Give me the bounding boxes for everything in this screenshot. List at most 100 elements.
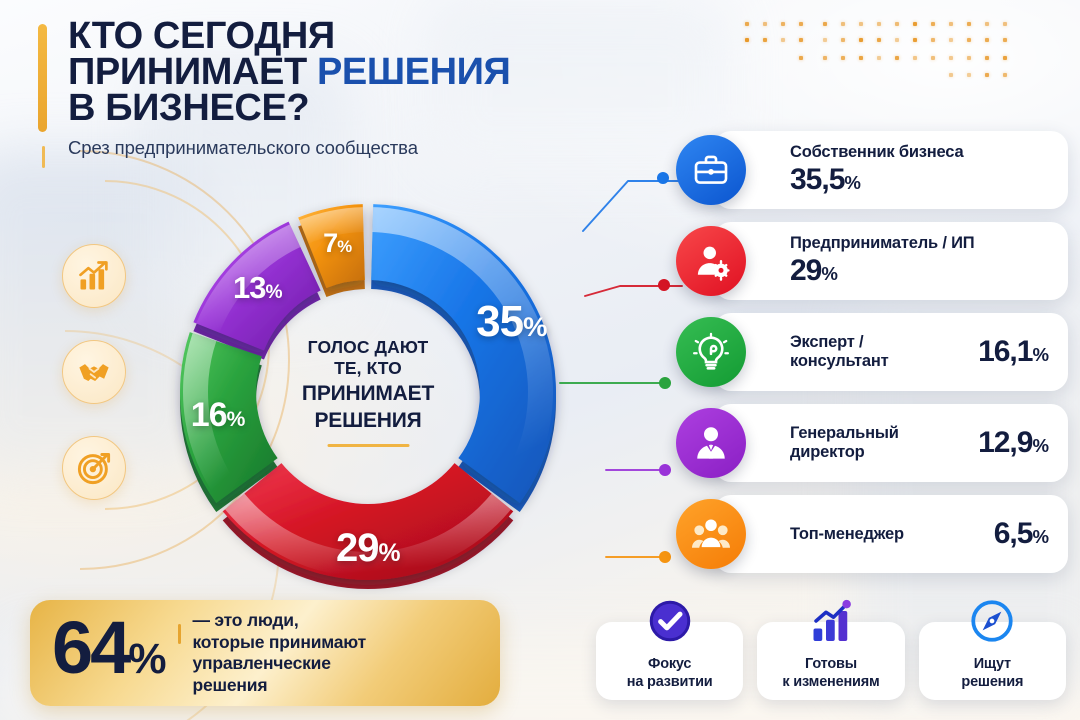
legend-percent-sign: % bbox=[1032, 435, 1048, 456]
legend-card[interactable]: Предприниматель / ИП 29% bbox=[714, 222, 1068, 300]
entrepreneur-icon bbox=[676, 226, 746, 296]
legend-row[interactable]: Предприниматель / ИП 29% bbox=[676, 222, 1068, 304]
feature-chip-line-2: на развитии bbox=[627, 674, 713, 690]
feature-chip-line-1: Фокус bbox=[648, 656, 691, 672]
feature-chip-line-1: Готовы bbox=[805, 656, 857, 672]
legend-percent-sign: % bbox=[844, 172, 860, 193]
donut-segment-label: 16% bbox=[191, 396, 245, 435]
donut-segment-percent-sign: % bbox=[379, 540, 401, 567]
donut-center-label: ГОЛОС ДАЮТ ТЕ, КТО ПРИНИМАЕТ РЕШЕНИЯ bbox=[261, 337, 476, 447]
briefcase-icon bbox=[676, 135, 746, 205]
legend-connector-line bbox=[585, 286, 682, 296]
title-line-2b: РЕШЕНИЯ bbox=[317, 51, 511, 93]
center-line-1: ГОЛОС ДАЮТ bbox=[261, 337, 476, 358]
legend-card-content: Эксперт / консультант 16,1% bbox=[790, 333, 1052, 371]
legend-percent-sign: % bbox=[1032, 344, 1048, 365]
center-line-2: ТЕ, КТО bbox=[261, 358, 476, 379]
legend-value-number: 35,5 bbox=[790, 163, 844, 196]
legend-value: 29% bbox=[790, 254, 837, 288]
header: КТО СЕГОДНЯ ПРИНИМАЕТ РЕШЕНИЯ В БИЗНЕСЕ?… bbox=[40, 18, 680, 159]
donut-segment-percent-sign: % bbox=[337, 237, 351, 256]
donut-chart: ГОЛОС ДАЮТ ТЕ, КТО ПРИНИМАЕТ РЕШЕНИЯ 35%… bbox=[158, 182, 578, 602]
center-rule bbox=[327, 444, 409, 447]
feature-chip-label: Ищут решения bbox=[961, 656, 1023, 691]
feature-chip-list: Фокус на развитии Готовы к изменениям Ищут ре… bbox=[596, 622, 1066, 700]
donut-segment-label: 35% bbox=[476, 297, 547, 347]
growth-chart-icon bbox=[62, 244, 126, 308]
legend-value-number: 12,9 bbox=[978, 426, 1032, 459]
callout-line-3: управленческие bbox=[192, 653, 366, 675]
legend-card-content: Собственник бизнеса 35,5% bbox=[790, 143, 1052, 197]
donut-segment-value: 13 bbox=[233, 270, 265, 305]
legend-value: 16,1% bbox=[978, 335, 1052, 369]
legend-value: 12,9% bbox=[978, 426, 1052, 460]
legend-value-number: 6,5 bbox=[994, 517, 1033, 550]
feature-chip-line-1: Ищут bbox=[974, 656, 1011, 672]
donut-segment-value: 35 bbox=[476, 297, 523, 346]
infographic-canvas: КТО СЕГОДНЯ ПРИНИМАЕТ РЕШЕНИЯ В БИЗНЕСЕ?… bbox=[0, 0, 1080, 720]
legend-row[interactable]: Генеральный директор 12,9% bbox=[676, 404, 1068, 486]
callout-value: 64% bbox=[52, 611, 164, 696]
legend-card-content: Генеральный директор 12,9% bbox=[790, 424, 1052, 462]
legend-value-number: 29 bbox=[790, 254, 821, 287]
subtitle-accent-bar bbox=[42, 146, 45, 168]
legend-connector-dot bbox=[659, 551, 671, 563]
target-icon bbox=[62, 436, 126, 500]
legend-card[interactable]: Топ-менеджер 6,5% bbox=[714, 495, 1068, 573]
callout-divider bbox=[178, 624, 181, 644]
legend-row[interactable]: Собственник бизнеса 35,5% bbox=[676, 131, 1068, 213]
legend-card[interactable]: Эксперт / консультант 16,1% bbox=[714, 313, 1068, 391]
page-title: КТО СЕГОДНЯ ПРИНИМАЕТ РЕШЕНИЯ В БИЗНЕСЕ? bbox=[68, 18, 680, 126]
check-badge-icon bbox=[644, 595, 696, 647]
legend-card-content: Предприниматель / ИП 29% bbox=[790, 234, 1052, 288]
title-line-3: В БИЗНЕСЕ? bbox=[68, 87, 309, 129]
lightbulb-icon bbox=[676, 317, 746, 387]
legend-connector-dot bbox=[659, 377, 671, 389]
feature-chip-line-2: решения bbox=[961, 674, 1023, 690]
feature-chip-label: Готовы к изменениям bbox=[782, 656, 879, 691]
center-line-3: ПРИНИМАЕТ bbox=[261, 382, 476, 406]
legend-card[interactable]: Генеральный директор 12,9% bbox=[714, 404, 1068, 482]
legend-category-name: Собственник бизнеса bbox=[790, 143, 963, 162]
feature-chip[interactable]: Фокус на развитии bbox=[596, 622, 743, 700]
legend-list: Собственник бизнеса 35,5% Предприниматель … bbox=[676, 131, 1068, 586]
legend-card-content: Топ-менеджер 6,5% bbox=[790, 517, 1052, 551]
legend-value-number: 16,1 bbox=[978, 335, 1032, 368]
page-subtitle: Срез предпринимательского сообщества bbox=[68, 137, 680, 159]
callout-line-4: решения bbox=[192, 675, 366, 697]
legend-row[interactable]: Топ-менеджер 6,5% bbox=[676, 495, 1068, 577]
compass-icon bbox=[966, 595, 1018, 647]
legend-category-name: Топ-менеджер bbox=[790, 525, 904, 544]
legend-connector-dot bbox=[658, 279, 670, 291]
legend-value: 6,5% bbox=[994, 517, 1052, 551]
callout-number: 64 bbox=[52, 606, 128, 689]
donut-segment-value: 16 bbox=[191, 396, 227, 434]
title-accent-bar bbox=[38, 24, 47, 132]
legend-connector-dot bbox=[657, 172, 669, 184]
donut-segment-label: 13% bbox=[233, 270, 282, 306]
legend-percent-sign: % bbox=[1032, 526, 1048, 547]
handshake-icon bbox=[62, 340, 126, 404]
director-icon bbox=[676, 408, 746, 478]
bar-growth-icon bbox=[805, 595, 857, 647]
feature-chip[interactable]: Готовы к изменениям bbox=[757, 622, 904, 700]
feature-chip[interactable]: Ищут решения bbox=[919, 622, 1066, 700]
donut-segment-value: 7 bbox=[323, 228, 337, 258]
callout-percent-sign: % bbox=[128, 635, 164, 683]
legend-row[interactable]: Эксперт / консультант 16,1% bbox=[676, 313, 1068, 395]
legend-category-name: Генеральный директор bbox=[790, 424, 968, 462]
feature-chip-label: Фокус на развитии bbox=[627, 656, 713, 691]
legend-category-name: Эксперт / консультант bbox=[790, 333, 889, 371]
donut-segment-percent-sign: % bbox=[266, 282, 283, 303]
callout-line-2: которые принимают bbox=[192, 632, 366, 654]
center-line-4: РЕШЕНИЯ bbox=[261, 409, 476, 433]
legend-category-name: Предприниматель / ИП bbox=[790, 234, 974, 253]
donut-segment-percent-sign: % bbox=[227, 408, 245, 431]
callout-text: — это люди, которые принимают управленче… bbox=[192, 610, 366, 696]
legend-value: 35,5% bbox=[790, 163, 860, 197]
donut-segment-percent-sign: % bbox=[523, 311, 547, 342]
legend-card[interactable]: Собственник бизнеса 35,5% bbox=[714, 131, 1068, 209]
callout-line-1: — это люди, bbox=[192, 610, 366, 632]
legend-percent-sign: % bbox=[821, 263, 837, 284]
team-icon bbox=[676, 499, 746, 569]
